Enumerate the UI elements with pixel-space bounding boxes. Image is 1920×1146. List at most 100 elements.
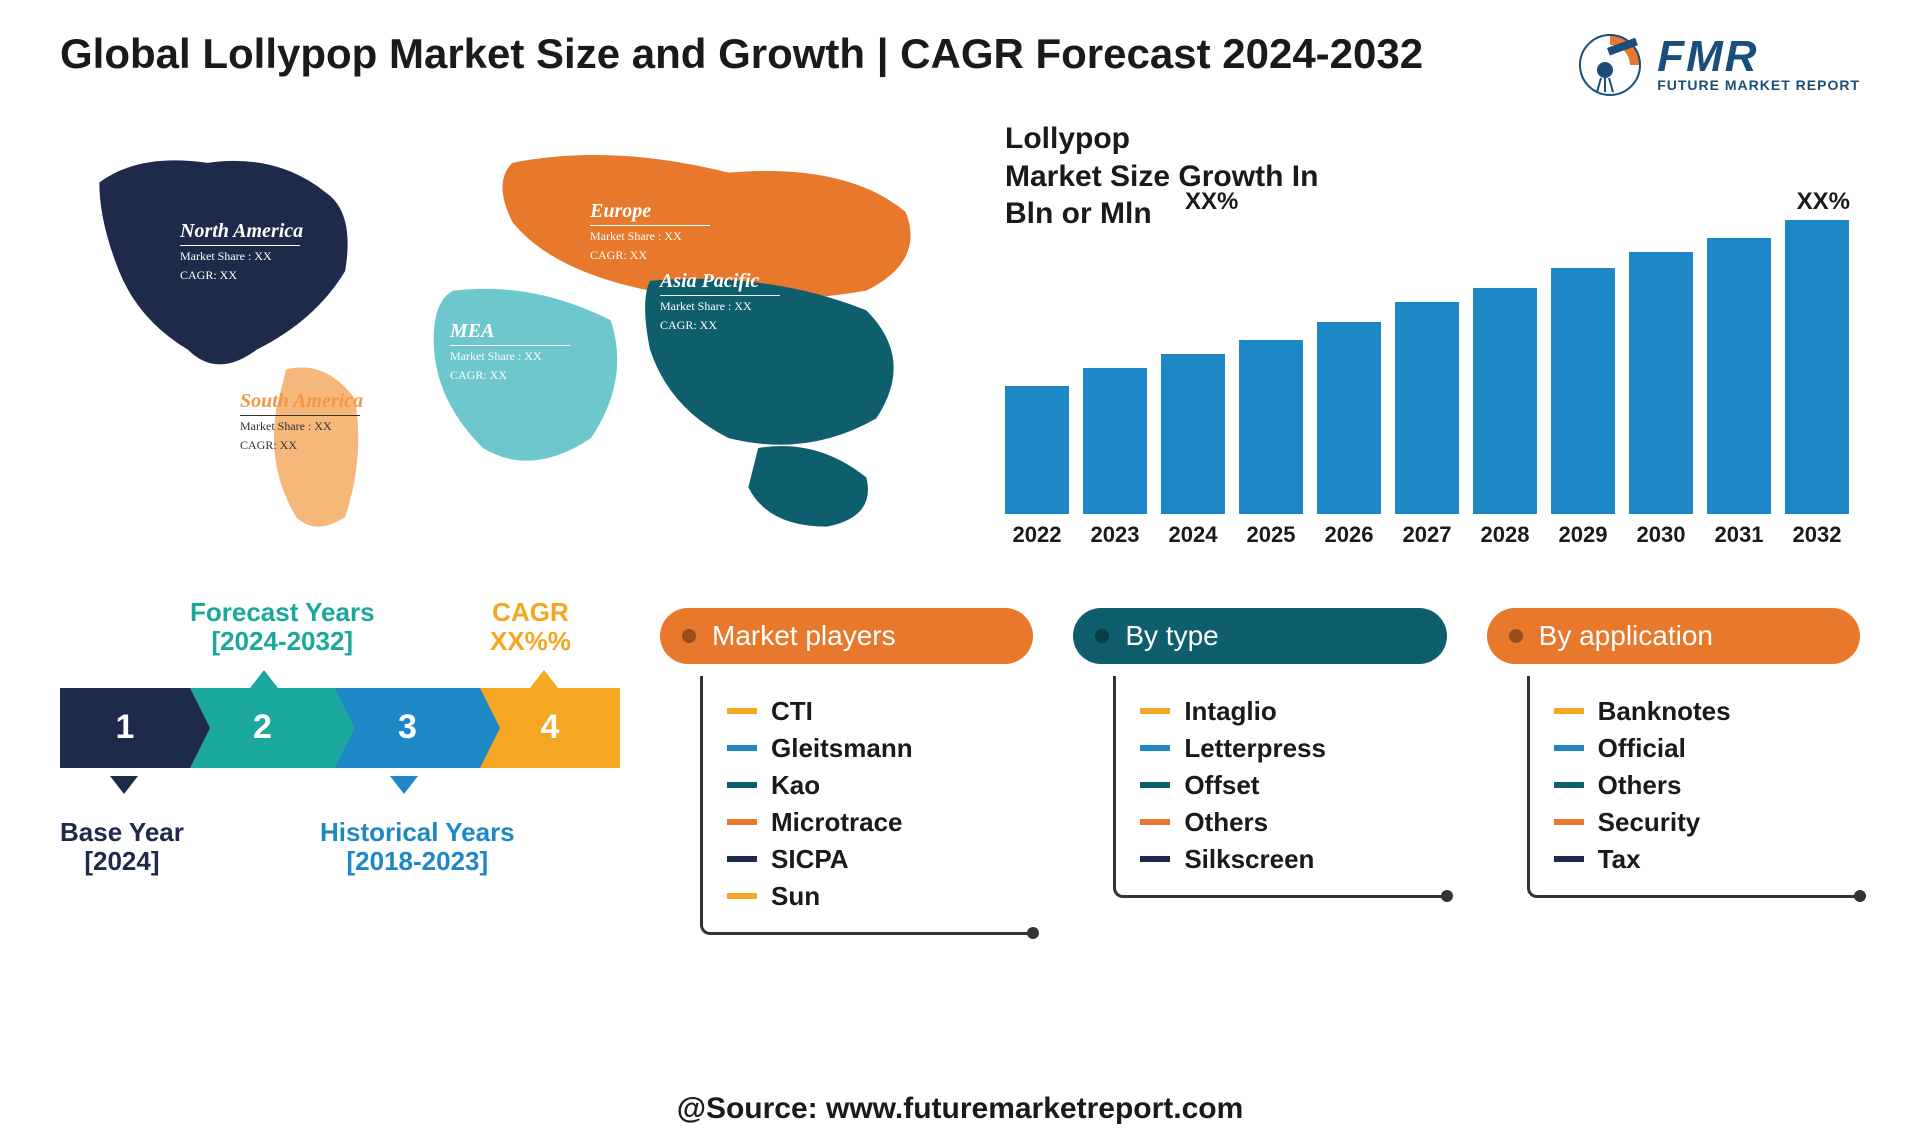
dash-icon xyxy=(1140,708,1170,714)
region-name: MEA xyxy=(450,320,494,342)
region-cagr: CAGR: XX xyxy=(240,438,363,454)
bar-year-label: 2025 xyxy=(1247,522,1296,548)
source-line: @Source: www.futuremarketreport.com xyxy=(0,1092,1920,1126)
bar-year-label: 2029 xyxy=(1559,522,1608,548)
category-item: Others xyxy=(1140,807,1446,838)
dash-icon xyxy=(1554,745,1584,751)
dash-icon xyxy=(727,782,757,788)
label-value: [2018-2023] xyxy=(347,846,489,876)
timeline-bar: 1 2 3 4 xyxy=(60,688,620,768)
timeline: Forecast Years [2024-2032] CAGR XX%% 1 2… xyxy=(60,608,620,768)
timeline-seg-4: 4 xyxy=(480,688,620,768)
bar xyxy=(1473,288,1537,514)
dash-icon xyxy=(1140,856,1170,862)
chart-title-line: Bln or Mln xyxy=(1005,197,1152,230)
category-item: SICPA xyxy=(727,844,1033,875)
category-application: By application BanknotesOfficialOthersSe… xyxy=(1487,608,1860,898)
category-item: Microtrace xyxy=(727,807,1033,838)
label-text: CAGR xyxy=(492,597,569,627)
category-header: By type xyxy=(1073,608,1446,664)
chart-title: Lollypop Market Size Growth In Bln or Ml… xyxy=(1005,120,1860,233)
timeline-hist-label: Historical Years [2018-2023] xyxy=(320,818,515,878)
bar-chart: XX% XX% 20222023202420252026202720282029… xyxy=(1005,248,1860,548)
dot-icon xyxy=(682,629,696,643)
dash-icon xyxy=(727,708,757,714)
region-europe: Europe Market Share : XX CAGR: XX xyxy=(590,200,710,263)
category-list: BanknotesOfficialOthersSecurityTax xyxy=(1527,676,1860,898)
item-label: Security xyxy=(1598,807,1701,838)
bar xyxy=(1785,220,1849,514)
category-item: Intaglio xyxy=(1140,696,1446,727)
category-title: Market players xyxy=(712,620,896,652)
bar-year-label: 2027 xyxy=(1403,522,1452,548)
fmr-logo: FMR FUTURE MARKET REPORT xyxy=(1575,30,1860,100)
timeline-forecast-label: Forecast Years [2024-2032] xyxy=(190,598,375,658)
bar xyxy=(1161,354,1225,514)
category-item: Letterpress xyxy=(1140,733,1446,764)
logo-text-main: FMR xyxy=(1657,37,1860,77)
region-name: South America xyxy=(240,390,363,412)
region-south-america: South America Market Share : XX CAGR: XX xyxy=(240,390,363,453)
item-label: Others xyxy=(1598,770,1682,801)
chart-title-line: Market Size Growth In xyxy=(1005,160,1318,193)
header: Global Lollypop Market Size and Growth |… xyxy=(0,0,1920,100)
region-cagr: CAGR: XX xyxy=(180,268,303,284)
bar-year-label: 2023 xyxy=(1091,522,1140,548)
bar xyxy=(1551,268,1615,514)
category-title: By type xyxy=(1125,620,1218,652)
timeline-seg-1: 1 xyxy=(60,688,190,768)
bar-year-label: 2031 xyxy=(1715,522,1764,548)
timeline-seg-3: 3 xyxy=(335,688,480,768)
item-label: Sun xyxy=(771,881,820,912)
dash-icon xyxy=(1140,819,1170,825)
category-list: CTIGleitsmannKaoMicrotraceSICPASun xyxy=(700,676,1033,935)
chart-title-line: Lollypop xyxy=(1005,122,1130,155)
chart-label-2032: XX% xyxy=(1797,188,1850,216)
bar-chart-section: Lollypop Market Size Growth In Bln or Ml… xyxy=(975,120,1860,548)
category-item: CTI xyxy=(727,696,1033,727)
region-share: Market Share : XX xyxy=(590,229,710,245)
bar-year-label: 2024 xyxy=(1169,522,1218,548)
dash-icon xyxy=(1554,708,1584,714)
category-players: Market players CTIGleitsmannKaoMicrotrac… xyxy=(660,608,1033,935)
label-text: Base Year xyxy=(60,817,184,847)
bar-wrap: 2025 xyxy=(1239,340,1303,548)
category-list: IntaglioLetterpressOffsetOthersSilkscree… xyxy=(1113,676,1446,898)
bar-year-label: 2030 xyxy=(1637,522,1686,548)
timeline-seg-2: 2 xyxy=(190,688,335,768)
bar xyxy=(1629,252,1693,514)
bar-wrap: 2023 xyxy=(1083,368,1147,548)
dash-icon xyxy=(1554,856,1584,862)
bar-wrap: 2032 xyxy=(1785,220,1849,548)
region-cagr: CAGR: XX xyxy=(450,368,570,384)
arrow-up-icon xyxy=(530,670,558,688)
category-item: Tax xyxy=(1554,844,1860,875)
region-name: North America xyxy=(180,220,303,242)
timeline-cagr-label: CAGR XX%% xyxy=(490,598,571,658)
category-item: Official xyxy=(1554,733,1860,764)
page-title: Global Lollypop Market Size and Growth |… xyxy=(60,30,1423,78)
bar-year-label: 2028 xyxy=(1481,522,1530,548)
bar-year-label: 2032 xyxy=(1793,522,1842,548)
region-share: Market Share : XX xyxy=(660,299,780,315)
item-label: Microtrace xyxy=(771,807,903,838)
timeline-base-label: Base Year [2024] xyxy=(60,818,184,878)
region-name: Europe xyxy=(590,200,651,222)
label-text: Forecast Years xyxy=(190,597,375,627)
arrow-up-icon xyxy=(250,670,278,688)
arrow-down-icon xyxy=(110,776,138,794)
category-item: Offset xyxy=(1140,770,1446,801)
item-label: Offset xyxy=(1184,770,1259,801)
bar xyxy=(1707,238,1771,514)
label-text: Historical Years xyxy=(320,817,515,847)
dash-icon xyxy=(727,745,757,751)
region-share: Market Share : XX xyxy=(240,419,363,435)
item-label: Intaglio xyxy=(1184,696,1276,727)
bar xyxy=(1395,302,1459,514)
region-cagr: CAGR: XX xyxy=(660,318,780,334)
region-north-america: North America Market Share : XX CAGR: XX xyxy=(180,220,303,283)
bar xyxy=(1317,322,1381,514)
bar-wrap: 2028 xyxy=(1473,288,1537,548)
bottom-row: Forecast Years [2024-2032] CAGR XX%% 1 2… xyxy=(0,548,1920,935)
category-title: By application xyxy=(1539,620,1713,652)
